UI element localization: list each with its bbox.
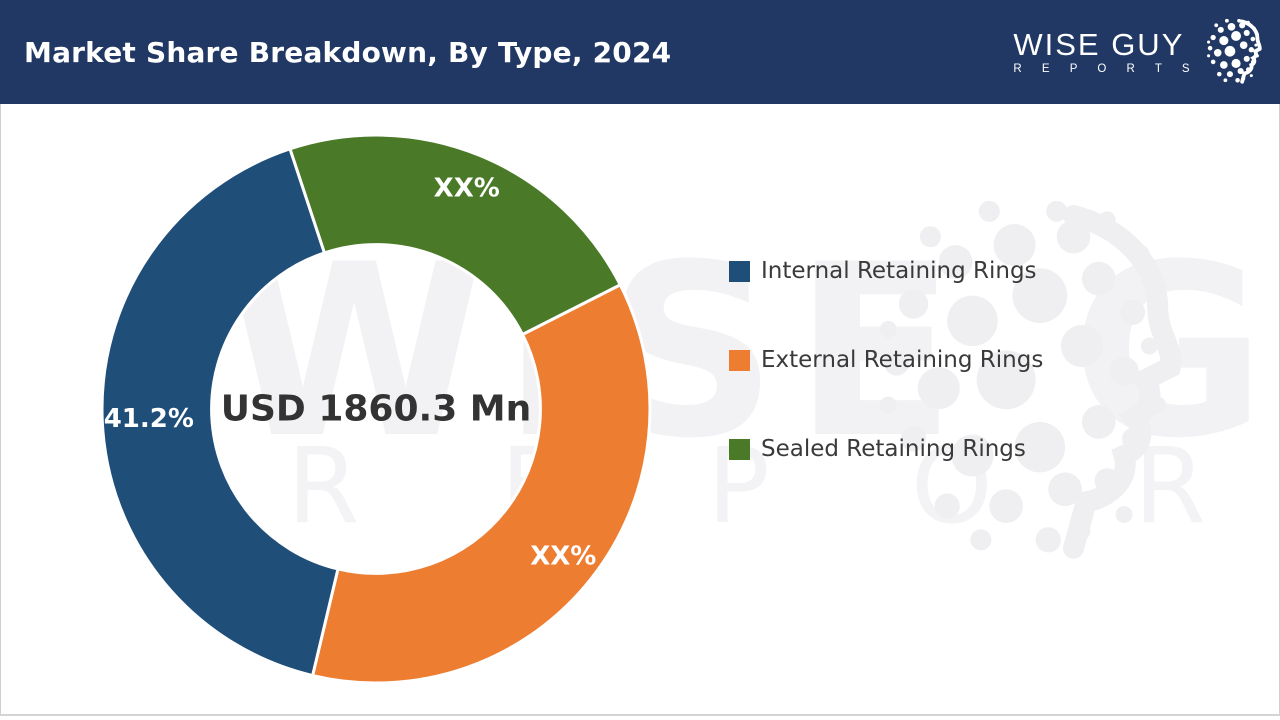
donut-slice-sealed-retaining-rings [288, 133, 623, 337]
donut-slice-internal-retaining-rings [100, 146, 340, 678]
legend-item-internal-retaining-rings: Internal Retaining Rings [729, 256, 1043, 286]
slice-label-sealed-retaining-rings: XX% [434, 174, 500, 204]
legend-swatch [729, 349, 750, 371]
wise-guy-logo: WISE GUY R E P O R T S [1013, 19, 1262, 85]
chart-legend: Internal Retaining Rings External Retaini… [729, 256, 1043, 464]
chart-center-value: USD 1860.3 Mn [220, 388, 532, 430]
slice-label-internal-retaining-rings: 41.2% [104, 404, 194, 434]
logo-text: WISE GUY R E P O R T S [1013, 29, 1198, 76]
chart-area: WISE GUY R E P O R T S XX%XX%41.2% USD 1… [0, 104, 1280, 716]
logo-wordmark: WISE GUY [1013, 26, 1185, 62]
legend-swatch [729, 260, 750, 282]
slice-label-external-retaining-rings: XX% [530, 541, 596, 571]
page-title: Market Share Breakdown, By Type, 2024 [24, 35, 672, 69]
donut-chart: XX% XX% 41.2% [100, 133, 652, 685]
legend-item-external-retaining-rings: External Retaining Rings [729, 345, 1043, 375]
legend-label: Sealed Retaining Rings [761, 436, 1026, 462]
legend-label: Internal Retaining Rings [761, 258, 1037, 284]
logo-head-icon [1205, 19, 1262, 85]
legend-swatch [729, 438, 750, 460]
logo-subtitle: R E P O R T S [1013, 62, 1198, 75]
donut-slice-external-retaining-rings [310, 282, 652, 685]
header-bar: Market Share Breakdown, By Type, 2024 WI… [0, 0, 1280, 104]
legend-label: External Retaining Rings [761, 347, 1044, 373]
legend-item-sealed-retaining-rings: Sealed Retaining Rings [729, 434, 1043, 464]
